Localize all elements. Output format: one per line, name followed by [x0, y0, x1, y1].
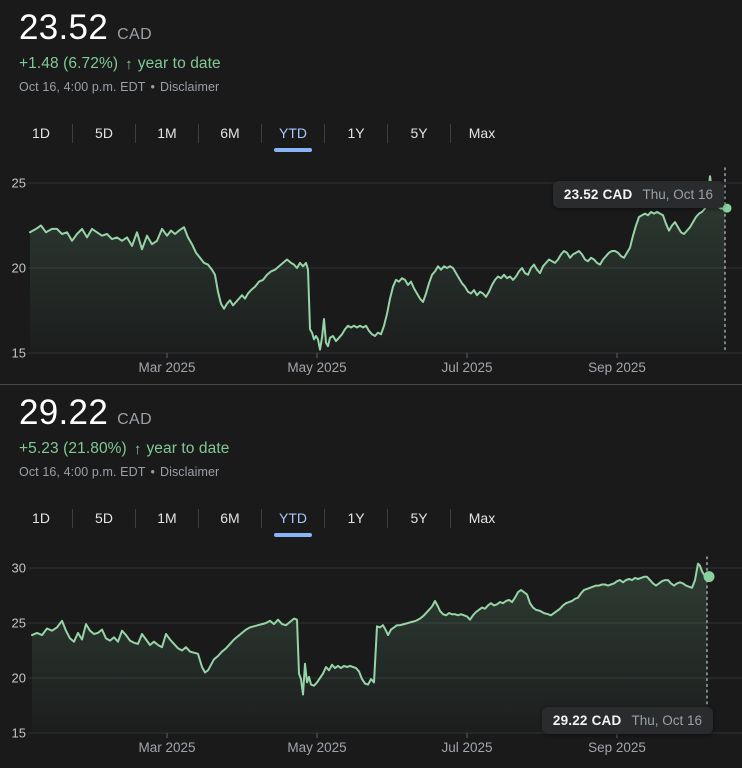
tab-divider — [135, 123, 136, 143]
y-axis-label: 30 — [12, 561, 26, 576]
tab-divider — [324, 123, 325, 143]
price-line — [31, 562, 708, 696]
tab-ytd[interactable]: YTD — [262, 114, 324, 152]
y-axis-label: 20 — [12, 261, 26, 276]
tab-divider — [72, 123, 73, 143]
area-fill — [30, 176, 725, 353]
tab-max[interactable]: Max — [451, 499, 513, 537]
y-axis-label: 15 — [12, 726, 26, 741]
x-axis-label: Jul 2025 — [441, 360, 492, 375]
price-change-row: +1.48 (6.72%) ↑ year to date — [19, 52, 742, 76]
y-axis-label: 20 — [12, 671, 26, 686]
price-line — [29, 175, 726, 351]
tab-5y[interactable]: 5Y — [388, 499, 450, 537]
tab-5d[interactable]: 5D — [73, 499, 135, 537]
stock-panel-1: 23.52 CAD +1.48 (6.72%) ↑ year to date O… — [0, 0, 742, 384]
tooltip-price: 23.52 CAD — [563, 187, 633, 202]
x-axis-label: May 2025 — [287, 740, 346, 755]
price-chart[interactable]: 29.22 CAD Thu, Oct 16 30 25 20 15 Mar 2025 Ma… — [0, 545, 742, 768]
up-arrow-icon: ↑ — [133, 440, 142, 458]
disclaimer-link[interactable]: Disclaimer — [159, 80, 220, 94]
stock-panel-2: 29.22 CAD +5.23 (21.80%) ↑ year to date … — [0, 384, 742, 768]
tab-ytd[interactable]: YTD — [262, 499, 324, 537]
currency-label: CAD — [117, 411, 153, 428]
chart-tooltip: 29.22 CAD Thu, Oct 16 — [541, 707, 713, 734]
latest-price-dot — [722, 203, 732, 213]
disclaimer-link[interactable]: Disclaimer — [159, 465, 220, 479]
price-chart[interactable]: 23.52 CAD Thu, Oct 16 25 20 15 Mar 2025 May … — [0, 160, 742, 384]
active-tab-underline — [274, 148, 312, 152]
tab-divider — [135, 508, 136, 528]
tooltip-price: 29.22 CAD — [552, 713, 622, 728]
y-axis-label: 25 — [12, 176, 26, 191]
tab-5y[interactable]: 5Y — [388, 114, 450, 152]
tab-1d[interactable]: 1D — [10, 499, 72, 537]
x-axis-label: Sep 2025 — [588, 360, 646, 375]
tab-5d[interactable]: 5D — [73, 114, 135, 152]
quote-timestamp: Oct 16, 4:00 p.m. EDT — [19, 465, 146, 479]
tab-1y[interactable]: 1Y — [325, 114, 387, 152]
tab-divider — [198, 508, 199, 528]
currency-label: CAD — [117, 26, 153, 43]
x-axis-label: Mar 2025 — [138, 360, 195, 375]
tab-1m[interactable]: 1M — [136, 114, 198, 152]
tab-1m[interactable]: 1M — [136, 499, 198, 537]
x-axis-label: Mar 2025 — [138, 740, 195, 755]
bullet-separator: • — [150, 80, 155, 94]
change-period: year to date — [146, 440, 230, 457]
price-chart-svg[interactable]: 25 20 15 Mar 2025 May 2025 Jul 2025 Sep 2025 — [0, 160, 742, 384]
tab-divider — [198, 123, 199, 143]
time-range-tabs: 1D 5D 1M 6M YTD 1Y 5Y Max — [10, 114, 742, 152]
bullet-separator: • — [150, 465, 155, 479]
x-axis-label: Jul 2025 — [441, 740, 492, 755]
quote-timestamp-row: Oct 16, 4:00 p.m. EDT • Disclaimer — [19, 461, 742, 483]
tab-1y[interactable]: 1Y — [325, 499, 387, 537]
y-axis-label: 25 — [12, 616, 26, 631]
tab-divider — [450, 508, 451, 528]
stock-header: 29.22 CAD +5.23 (21.80%) ↑ year to date … — [0, 385, 742, 483]
stock-price: 23.52 — [19, 8, 109, 47]
tab-divider — [387, 123, 388, 143]
quote-timestamp-row: Oct 16, 4:00 p.m. EDT • Disclaimer — [19, 76, 742, 98]
area-fill — [32, 563, 707, 733]
tab-max[interactable]: Max — [451, 114, 513, 152]
tab-divider — [450, 123, 451, 143]
stock-price: 29.22 — [19, 393, 109, 432]
latest-price-dot — [703, 571, 715, 583]
x-axis-label: May 2025 — [287, 360, 346, 375]
x-axis-label: Sep 2025 — [588, 740, 646, 755]
tooltip-date: Thu, Oct 16 — [631, 713, 702, 728]
price-change-row: +5.23 (21.80%) ↑ year to date — [19, 437, 742, 461]
tab-1d[interactable]: 1D — [10, 114, 72, 152]
stock-header: 23.52 CAD +1.48 (6.72%) ↑ year to date O… — [0, 0, 742, 98]
tab-divider — [72, 508, 73, 528]
quote-timestamp: Oct 16, 4:00 p.m. EDT — [19, 80, 146, 94]
tab-6m[interactable]: 6M — [199, 114, 261, 152]
change-period: year to date — [137, 55, 221, 72]
price-change: +5.23 (21.80%) — [19, 440, 127, 457]
chart-tooltip: 23.52 CAD Thu, Oct 16 — [552, 181, 724, 208]
time-range-tabs: 1D 5D 1M 6M YTD 1Y 5Y Max — [10, 499, 742, 537]
tab-divider — [261, 123, 262, 143]
up-arrow-icon: ↑ — [125, 55, 133, 73]
price-change: +1.48 (6.72%) — [19, 55, 119, 72]
price-chart-svg[interactable]: 30 25 20 15 Mar 2025 May 2025 Jul 2025 Sep 2025 — [0, 545, 742, 768]
tab-divider — [387, 508, 388, 528]
tab-6m[interactable]: 6M — [199, 499, 261, 537]
active-tab-underline — [274, 533, 312, 537]
tooltip-date: Thu, Oct 16 — [642, 187, 713, 202]
tab-divider — [261, 508, 262, 528]
tab-divider — [324, 508, 325, 528]
y-axis-label: 15 — [12, 346, 26, 361]
